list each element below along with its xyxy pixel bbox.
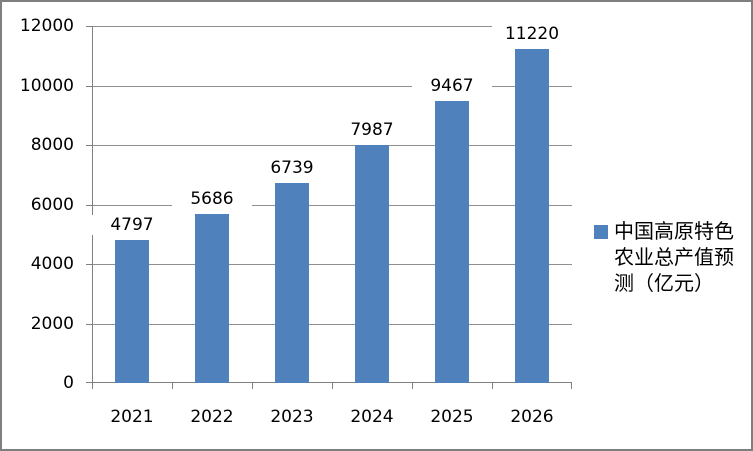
y-axis-tick (86, 145, 92, 146)
x-axis-tick (172, 383, 173, 389)
gridline (92, 145, 572, 146)
x-axis-tick (92, 383, 93, 389)
y-axis-label: 8000 (30, 135, 74, 155)
y-axis-tick (86, 26, 92, 27)
y-axis-tick (86, 324, 92, 325)
x-axis-label: 2021 (110, 407, 154, 427)
y-axis-label: 12000 (19, 16, 74, 36)
y-axis-tick (86, 86, 92, 87)
bar (195, 214, 229, 383)
bar (275, 183, 309, 383)
x-axis-label: 2023 (270, 407, 314, 427)
legend-label-line-2: 农业总产值预 (614, 245, 734, 269)
y-axis-label: 2000 (30, 314, 74, 334)
x-axis-label: 2024 (350, 407, 394, 427)
y-axis-label: 0 (63, 373, 74, 393)
legend-label-line-3: 测（亿元） (614, 271, 714, 295)
gridline (92, 324, 572, 325)
legend-label: 中国高原特色 农业总产值预 测（亿元） (614, 218, 744, 296)
legend: 中国高原特色 农业总产值预 测（亿元） (594, 218, 744, 296)
y-axis-label: 10000 (19, 76, 74, 96)
gridline (92, 86, 572, 87)
bar-value-label: 9467 (412, 76, 492, 96)
y-axis-label: 4000 (30, 254, 74, 274)
x-axis-tick (571, 383, 572, 389)
x-axis-tick (412, 383, 413, 389)
x-axis-label: 2026 (510, 407, 554, 427)
bar (435, 101, 469, 383)
y-axis-tick (86, 205, 92, 206)
bar-value-label: 6739 (252, 158, 332, 178)
legend-marker-icon (594, 225, 608, 239)
bar (115, 240, 149, 383)
y-axis-label: 6000 (30, 195, 74, 215)
plot-area: 0 2000 4000 6000 8000 10000 12000 4797 2021 5686 2… (20, 16, 572, 427)
bar-value-label: 11220 (492, 24, 572, 44)
y-axis-tick (86, 264, 92, 265)
x-axis-label: 2022 (190, 407, 234, 427)
x-axis-tick (492, 383, 493, 389)
bar-value-label: 5686 (172, 189, 252, 209)
x-axis-line (86, 382, 572, 383)
legend-label-line-1: 中国高原特色 (614, 219, 734, 243)
bar-value-label: 7987 (332, 120, 412, 140)
y-axis-line (92, 26, 93, 389)
bar (355, 145, 389, 383)
x-axis-tick (332, 383, 333, 389)
gridline (92, 264, 572, 265)
bar (515, 49, 549, 383)
gridline (92, 26, 572, 27)
x-axis-label: 2025 (430, 407, 474, 427)
x-axis-tick (252, 383, 253, 389)
gridline (92, 205, 572, 206)
bar-value-label: 4797 (92, 215, 172, 235)
